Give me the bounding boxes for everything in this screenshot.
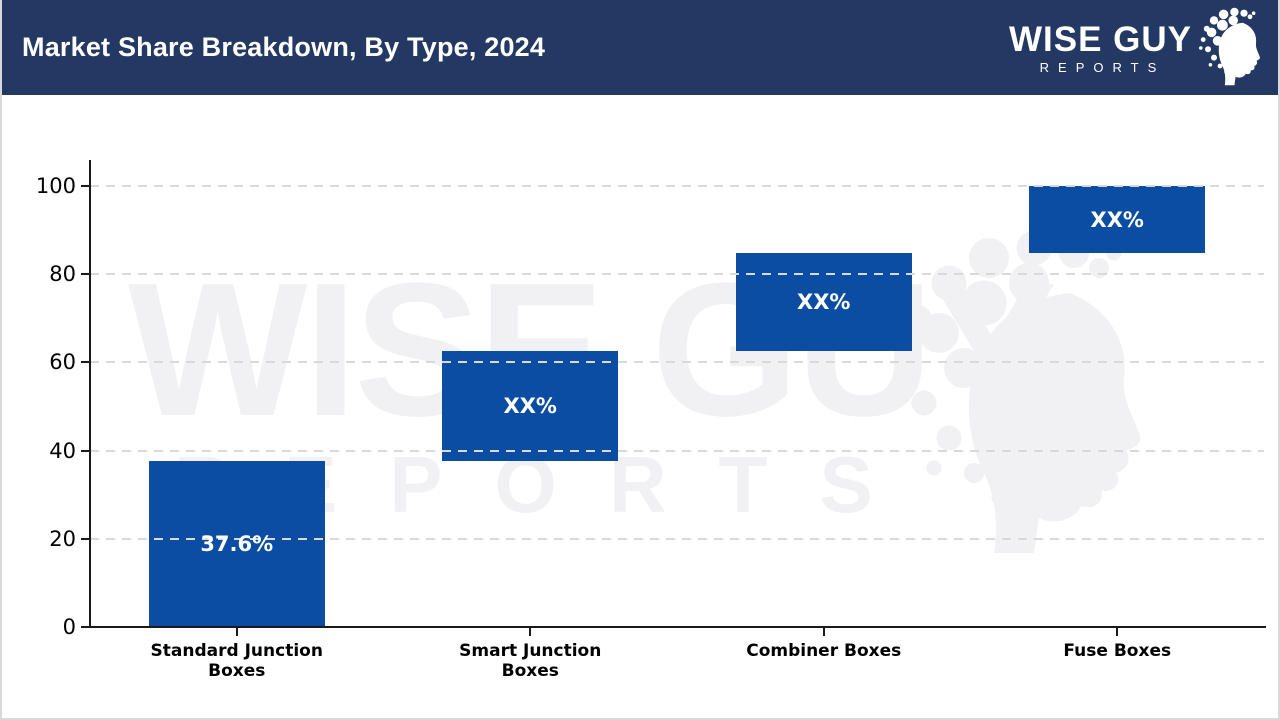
bar-3 <box>735 253 912 351</box>
bar-1 <box>148 461 325 627</box>
x-category-label-2: Smart Junction Boxes <box>459 641 602 682</box>
x-category-label-1: Standard Junction Boxes <box>150 641 323 682</box>
watermark-head-icon <box>886 230 1141 553</box>
y-tick-label-20: 20 <box>49 526 76 551</box>
y-tick-label-100: 100 <box>35 174 76 198</box>
y-tick-label-40: 40 <box>49 438 76 463</box>
x-tick-1 <box>235 628 238 636</box>
logo-subtext: REPORTS <box>1039 59 1166 75</box>
bar-2 <box>442 350 619 462</box>
y-tick-0 <box>81 626 90 628</box>
gridline-60 <box>90 361 1264 364</box>
brand-logo: WISE GUY REPORTS <box>1009 6 1268 90</box>
bar-label-1: 37.6% <box>200 532 274 557</box>
logo-head-icon <box>1199 7 1260 85</box>
y-tick-80 <box>81 273 90 276</box>
bar-label-4: XX% <box>1090 207 1144 232</box>
y-tick-60 <box>81 361 90 364</box>
logo-wordmark: WISE GUY <box>1008 19 1192 59</box>
y-tick-label-0: 0 <box>62 615 76 639</box>
gridline-80 <box>90 273 1264 276</box>
x-category-label-4: Fuse Boxes <box>1063 641 1172 661</box>
waterfall-chart: WISE GUY REPORTS 02040608010037.6%Standa… <box>2 95 1278 718</box>
y-tick-label-60: 60 <box>49 350 76 375</box>
x-tick-2 <box>529 628 532 636</box>
bar-label-2: XX% <box>503 394 557 419</box>
y-tick-40 <box>81 449 90 452</box>
bar-label-3: XX% <box>797 289 851 314</box>
y-tick-label-80: 80 <box>49 262 76 287</box>
x-category-label-3: Combiner Boxes <box>746 641 902 661</box>
x-tick-4 <box>1116 628 1119 636</box>
chart-title: Market Share Breakdown, By Type, 2024 <box>22 32 546 62</box>
y-tick-20 <box>81 537 90 540</box>
y-tick-100 <box>81 185 90 187</box>
logo-text: WISE GUY REPORTS <box>1009 22 1192 74</box>
gridline-100 <box>90 185 1264 187</box>
x-tick-3 <box>822 628 825 636</box>
x-axis-line <box>89 626 1266 628</box>
gridline-40 <box>90 449 1264 452</box>
gridline-20 <box>90 537 1264 540</box>
y-axis-line <box>89 160 91 628</box>
header-bar: Market Share Breakdown, By Type, 2024 WI… <box>2 0 1278 95</box>
